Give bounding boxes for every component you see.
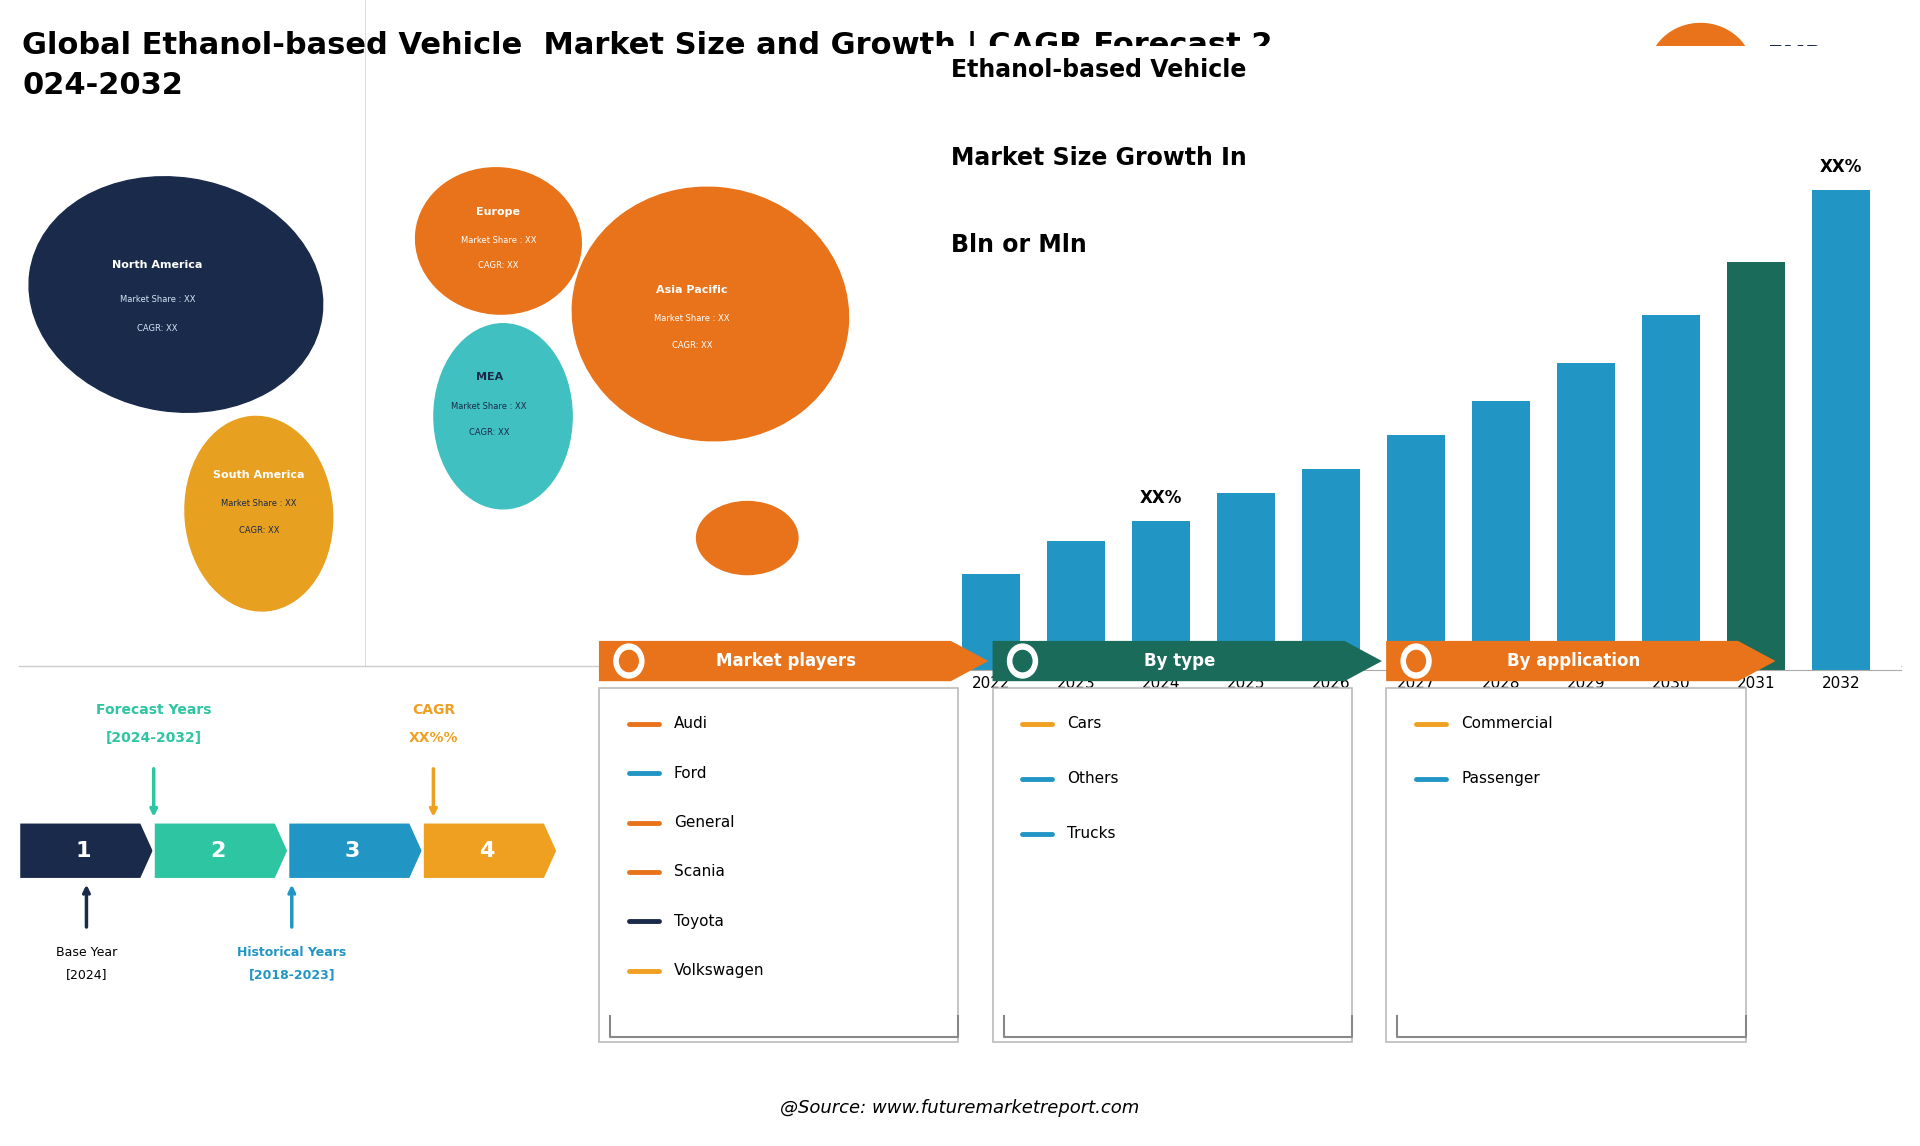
Polygon shape <box>288 823 422 879</box>
Text: General: General <box>674 815 733 830</box>
Polygon shape <box>19 823 154 879</box>
Text: Others: Others <box>1068 771 1119 786</box>
FancyBboxPatch shape <box>993 688 1352 1042</box>
Bar <box>1473 401 1530 670</box>
Text: 4: 4 <box>478 841 493 861</box>
Text: Market players: Market players <box>716 652 856 670</box>
Polygon shape <box>1386 641 1776 681</box>
Circle shape <box>1402 644 1430 678</box>
Bar <box>1642 315 1699 670</box>
Circle shape <box>614 644 643 678</box>
Polygon shape <box>993 641 1382 681</box>
Circle shape <box>1407 651 1425 672</box>
Text: [2024]: [2024] <box>65 968 108 981</box>
Text: Toyota: Toyota <box>674 915 724 929</box>
Text: Market Share : XX: Market Share : XX <box>461 236 536 245</box>
Ellipse shape <box>434 323 572 509</box>
Text: By application: By application <box>1507 652 1640 670</box>
Ellipse shape <box>572 187 849 441</box>
Text: FUTURE MARKET REPORT: FUTURE MARKET REPORT <box>1768 91 1857 96</box>
Bar <box>1728 262 1786 670</box>
Text: Base Year: Base Year <box>56 945 117 959</box>
Ellipse shape <box>697 502 799 574</box>
Text: Ford: Ford <box>674 766 707 780</box>
Text: 024-2032: 024-2032 <box>21 71 182 100</box>
Text: Market Size Growth In: Market Size Growth In <box>950 146 1246 170</box>
Bar <box>1217 493 1275 670</box>
Circle shape <box>1008 644 1037 678</box>
Bar <box>1812 190 1870 670</box>
Text: [2018-2023]: [2018-2023] <box>248 968 336 981</box>
Text: Bln or Mln: Bln or Mln <box>950 234 1087 257</box>
Ellipse shape <box>184 416 332 611</box>
Text: Ethanol-based Vehicle: Ethanol-based Vehicle <box>950 58 1246 83</box>
Bar <box>1133 521 1190 670</box>
Text: CAGR: XX: CAGR: XX <box>238 526 278 535</box>
Text: Europe: Europe <box>476 206 520 217</box>
Text: XX%%: XX%% <box>409 731 459 745</box>
Text: XX%: XX% <box>1820 157 1862 175</box>
Text: 3: 3 <box>344 841 359 861</box>
Text: Passenger: Passenger <box>1461 771 1540 786</box>
Text: Trucks: Trucks <box>1068 826 1116 841</box>
Text: Global Ethanol-based Vehicle  Market Size and Growth | CAGR Forecast 2: Global Ethanol-based Vehicle Market Size… <box>21 31 1273 61</box>
Text: By type: By type <box>1144 652 1215 670</box>
Ellipse shape <box>29 176 323 413</box>
Text: Cars: Cars <box>1068 716 1102 731</box>
Text: CAGR: XX: CAGR: XX <box>478 261 518 269</box>
Polygon shape <box>599 641 989 681</box>
Bar <box>1302 469 1359 670</box>
Text: FMR: FMR <box>1768 45 1822 65</box>
Text: XX%: XX% <box>1140 489 1183 507</box>
FancyBboxPatch shape <box>1386 688 1745 1042</box>
Text: Forecast Years: Forecast Years <box>96 702 211 716</box>
Text: @Source: www.futuremarketreport.com: @Source: www.futuremarketreport.com <box>780 1099 1140 1117</box>
Text: CAGR: XX: CAGR: XX <box>672 340 712 350</box>
Text: South America: South America <box>213 470 305 480</box>
Bar <box>962 574 1020 670</box>
Text: MEA: MEA <box>476 372 503 383</box>
Text: CAGR: CAGR <box>411 702 455 716</box>
Circle shape <box>1649 23 1753 120</box>
Text: Asia Pacific: Asia Pacific <box>657 284 728 295</box>
Text: North America: North America <box>111 260 204 270</box>
Text: ✦: ✦ <box>1690 60 1711 84</box>
Polygon shape <box>154 823 288 879</box>
Text: 1: 1 <box>75 841 90 861</box>
FancyBboxPatch shape <box>599 688 958 1042</box>
Polygon shape <box>422 823 557 879</box>
Circle shape <box>1014 651 1031 672</box>
Bar <box>1386 435 1446 670</box>
Ellipse shape <box>415 167 582 314</box>
Text: Market Share : XX: Market Share : XX <box>119 295 196 304</box>
Text: CAGR: XX: CAGR: XX <box>468 429 509 438</box>
Text: Market Share : XX: Market Share : XX <box>221 500 296 509</box>
Text: Market Share : XX: Market Share : XX <box>451 402 526 411</box>
Text: Volkswagen: Volkswagen <box>674 964 764 979</box>
Bar <box>1557 363 1615 670</box>
Text: Audi: Audi <box>674 716 708 731</box>
Text: [2024-2032]: [2024-2032] <box>106 731 202 745</box>
Circle shape <box>620 651 637 672</box>
Text: 2: 2 <box>209 841 225 861</box>
Text: Historical Years: Historical Years <box>238 945 346 959</box>
Text: Market Share : XX: Market Share : XX <box>655 314 730 323</box>
Bar <box>1046 541 1104 670</box>
Text: Commercial: Commercial <box>1461 716 1553 731</box>
Text: Scania: Scania <box>674 864 724 879</box>
Text: CAGR: XX: CAGR: XX <box>136 324 179 333</box>
